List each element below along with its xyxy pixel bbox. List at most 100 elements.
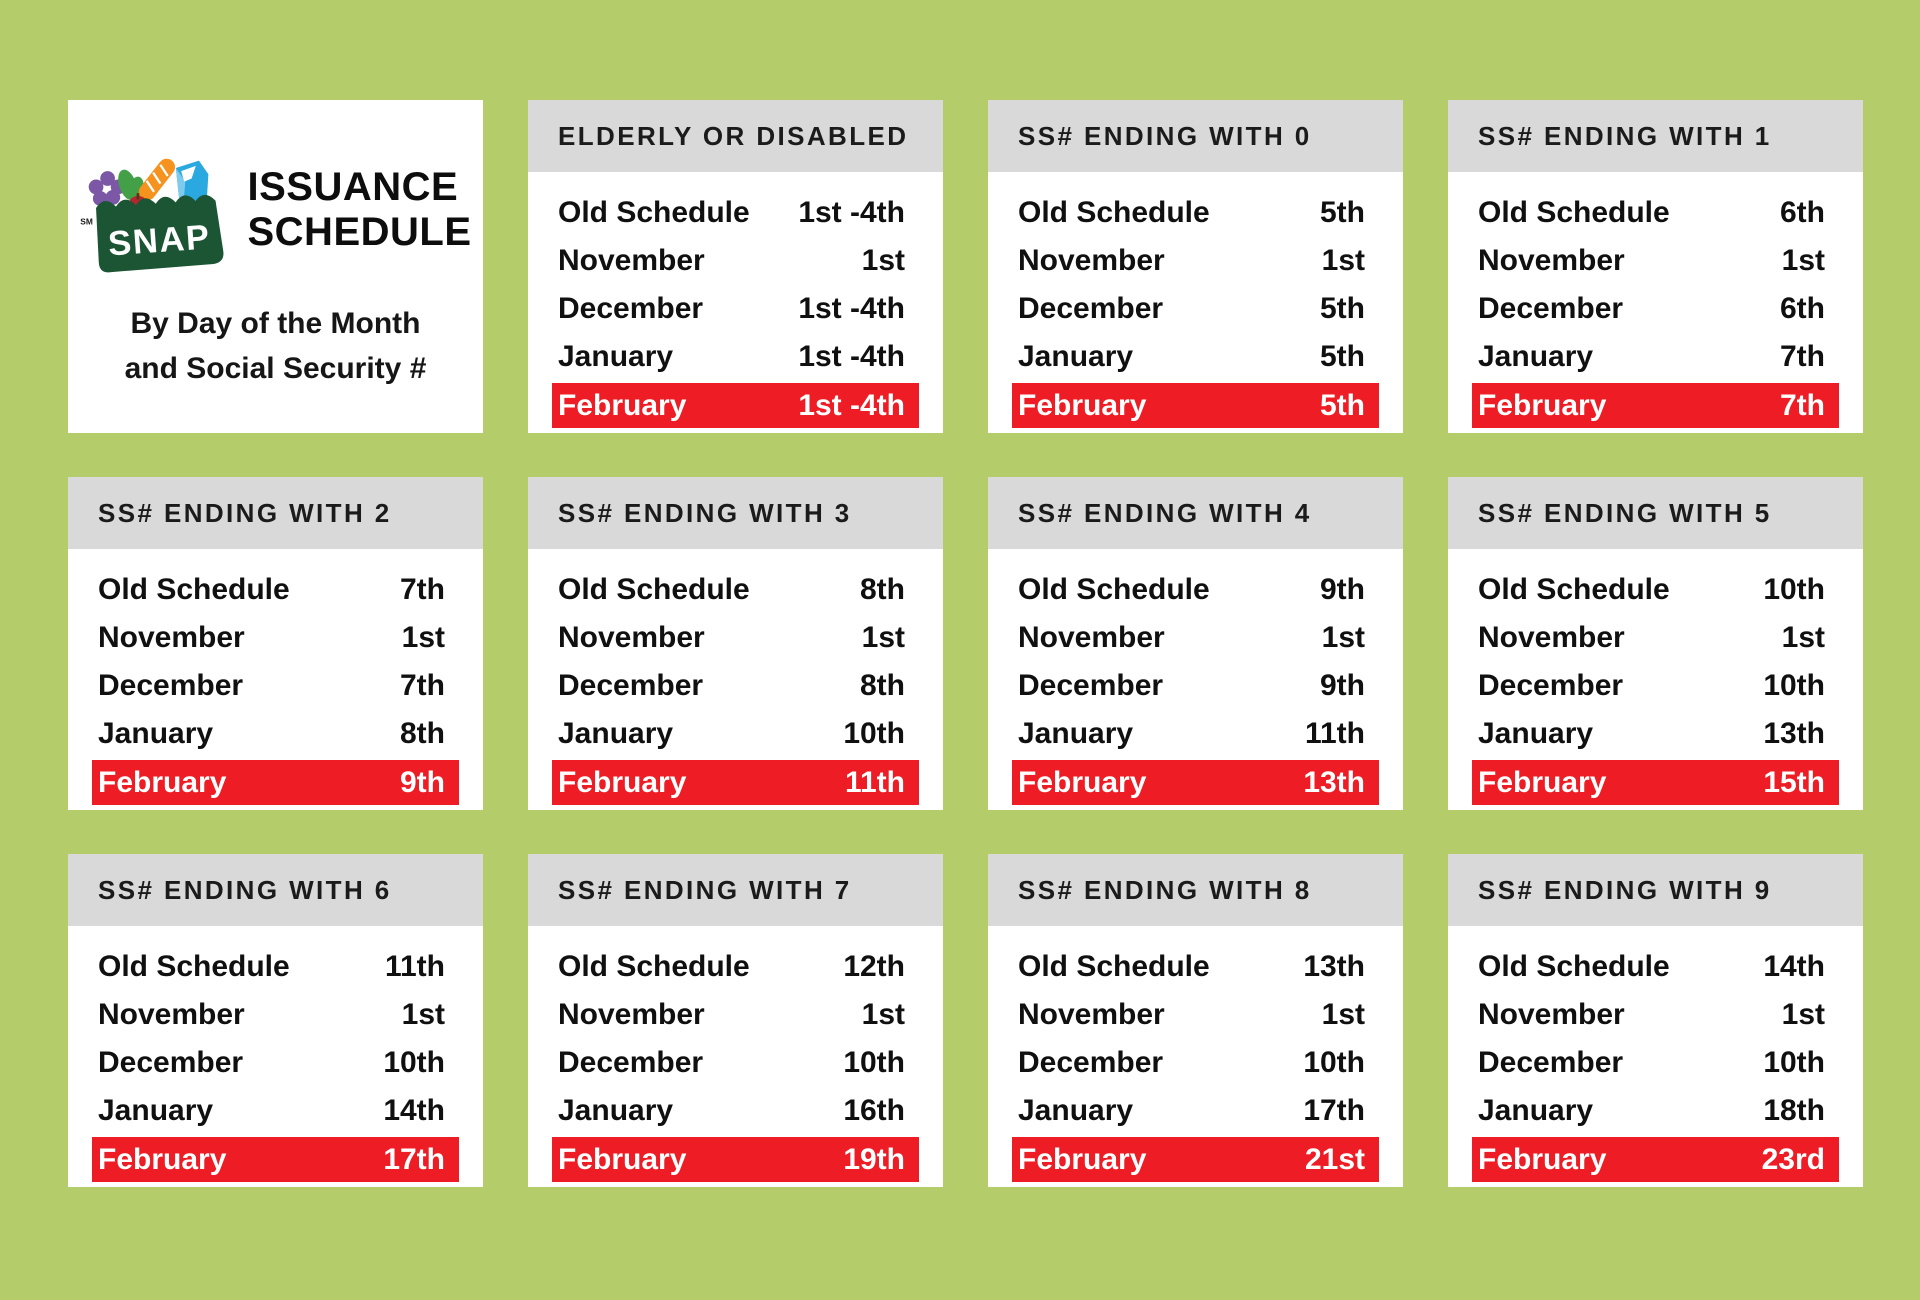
month-label: February — [1478, 765, 1607, 799]
schedule-row-february-highlight: February 23rd — [1472, 1137, 1839, 1182]
month-label: Old Schedule — [98, 573, 290, 606]
issuance-date-value: 1st -4th — [798, 292, 905, 325]
card-header: SS# ENDING WITH 3 — [528, 477, 943, 549]
schedule-row: Old Schedule 11th — [68, 943, 483, 991]
baguette-icon — [139, 158, 176, 200]
month-label: December — [1018, 292, 1164, 325]
issuance-date-value: 1st -4th — [798, 340, 905, 373]
schedule-card: SS# ENDING WITH 5 Old Schedule 10th Novembe… — [1448, 477, 1863, 810]
schedule-row: January 16th — [528, 1087, 943, 1135]
schedule-row: November 1st — [1448, 614, 1863, 662]
issuance-date-value: 19th — [843, 1142, 905, 1176]
month-label: December — [558, 292, 704, 325]
month-label: Old Schedule — [558, 196, 750, 229]
schedule-row-february-highlight: February 11th — [552, 760, 919, 805]
schedule-row: December 7th — [68, 662, 483, 710]
issuance-date-value: 10th — [1763, 573, 1825, 606]
schedule-row: January 13th — [1448, 710, 1863, 758]
card-header-label: SS# ENDING WITH 6 — [98, 874, 392, 905]
schedule-row: Old Schedule 12th — [528, 943, 943, 991]
issuance-date-value: 1st — [401, 621, 445, 654]
card-body: Old Schedule 9th November 1st December 9th Jan… — [988, 549, 1403, 805]
schedule-row: December 6th — [1448, 285, 1863, 333]
card-body: Old Schedule 8th November 1st December 8th Jan… — [528, 549, 943, 805]
month-label: November — [1018, 244, 1165, 277]
schedule-row: December 10th — [1448, 1039, 1863, 1087]
card-header-label: SS# ENDING WITH 8 — [1018, 874, 1312, 905]
issuance-date-value: 10th — [383, 1046, 445, 1079]
issuance-date-value: 7th — [400, 573, 445, 606]
card-body: Old Schedule 10th November 1st December 10th J… — [1448, 549, 1863, 805]
month-label: December — [1478, 292, 1624, 325]
issuance-date-value: 16th — [843, 1094, 905, 1127]
subtitle: By Day of the Month and Social Security … — [125, 301, 427, 391]
card-body: Old Schedule 14th November 1st December 10th J… — [1448, 926, 1863, 1182]
schedule-row: Old Schedule 6th — [1448, 189, 1863, 237]
month-label: January — [1478, 717, 1594, 750]
title-card: SNAP SM ISSUANCE SCHEDULE By Day of the … — [68, 100, 483, 433]
month-label: December — [1478, 1046, 1624, 1079]
card-header: SS# ENDING WITH 1 — [1448, 100, 1863, 172]
card-body: Old Schedule 6th November 1st December 6th Jan… — [1448, 172, 1863, 428]
card-body: Old Schedule 13th November 1st December 10th J… — [988, 926, 1403, 1182]
schedule-row: Old Schedule 9th — [988, 566, 1403, 614]
issuance-date-value: 6th — [1780, 196, 1825, 229]
issuance-date-value: 1st — [1781, 244, 1825, 277]
issuance-date-value: 23rd — [1761, 1142, 1825, 1176]
issuance-date-value: 1st — [861, 621, 905, 654]
schedule-row-february-highlight: February 1st -4th — [552, 383, 919, 428]
issuance-date-value: 17th — [383, 1142, 445, 1176]
issuance-date-value: 1st — [1321, 621, 1365, 654]
card-header-label: SS# ENDING WITH 3 — [558, 497, 852, 528]
schedule-card: SS# ENDING WITH 1 Old Schedule 6th November… — [1448, 100, 1863, 433]
schedule-row-february-highlight: February 17th — [92, 1137, 459, 1182]
card-body: Old Schedule 7th November 1st December 7th Jan… — [68, 549, 483, 805]
issuance-date-value: 9th — [1320, 573, 1365, 606]
schedule-row-february-highlight: February 7th — [1472, 383, 1839, 428]
month-label: November — [558, 244, 705, 277]
subtitle-line2: and Social Security # — [124, 351, 427, 385]
schedule-card: SS# ENDING WITH 3 Old Schedule 8th November… — [528, 477, 943, 810]
schedule-card: ELDERLY OR DISABLED Old Schedule 1st -4th N… — [528, 100, 943, 433]
month-label: January — [1018, 717, 1134, 750]
issuance-date-value: 5th — [1320, 388, 1365, 422]
card-grid: SNAP SM ISSUANCE SCHEDULE By Day of the … — [68, 100, 1863, 1187]
schedule-row: January 7th — [1448, 333, 1863, 381]
month-label: Old Schedule — [1478, 196, 1670, 229]
month-label: December — [558, 1046, 704, 1079]
card-body: Old Schedule 1st -4th November 1st December 1… — [528, 172, 943, 428]
card-header-label: SS# ENDING WITH 1 — [1478, 120, 1772, 151]
schedule-row: December 9th — [988, 662, 1403, 710]
month-label: January — [1478, 1094, 1594, 1127]
month-label: Old Schedule — [558, 950, 750, 983]
month-label: Old Schedule — [1478, 573, 1670, 606]
month-label: December — [98, 669, 244, 702]
bag-shape — [96, 194, 224, 272]
month-label: January — [558, 1094, 674, 1127]
brand-title-line1: ISSUANCE — [247, 164, 459, 209]
schedule-row: January 18th — [1448, 1087, 1863, 1135]
issuance-date-value: 13th — [1763, 717, 1825, 750]
issuance-date-value: 7th — [1780, 340, 1825, 373]
card-body: Old Schedule 11th November 1st December 10th J… — [68, 926, 483, 1182]
card-header: SS# ENDING WITH 7 — [528, 854, 943, 926]
month-label: November — [1018, 998, 1165, 1031]
month-label: November — [558, 998, 705, 1031]
month-label: January — [98, 1094, 214, 1127]
month-label: November — [1478, 621, 1625, 654]
schedule-row: January 1st -4th — [528, 333, 943, 381]
schedule-row: November 1st — [68, 614, 483, 662]
logo-row: SNAP SM ISSUANCE SCHEDULE — [79, 147, 471, 273]
issuance-date-value: 1st — [861, 998, 905, 1031]
month-label: January — [558, 340, 674, 373]
issuance-date-value: 1st -4th — [798, 388, 905, 422]
schedule-row: December 10th — [988, 1039, 1403, 1087]
schedule-row: January 11th — [988, 710, 1403, 758]
month-label: December — [98, 1046, 244, 1079]
card-header: SS# ENDING WITH 8 — [988, 854, 1403, 926]
schedule-row: January 10th — [528, 710, 943, 758]
schedule-row: January 5th — [988, 333, 1403, 381]
month-label: February — [1018, 1142, 1147, 1176]
month-label: Old Schedule — [98, 950, 290, 983]
